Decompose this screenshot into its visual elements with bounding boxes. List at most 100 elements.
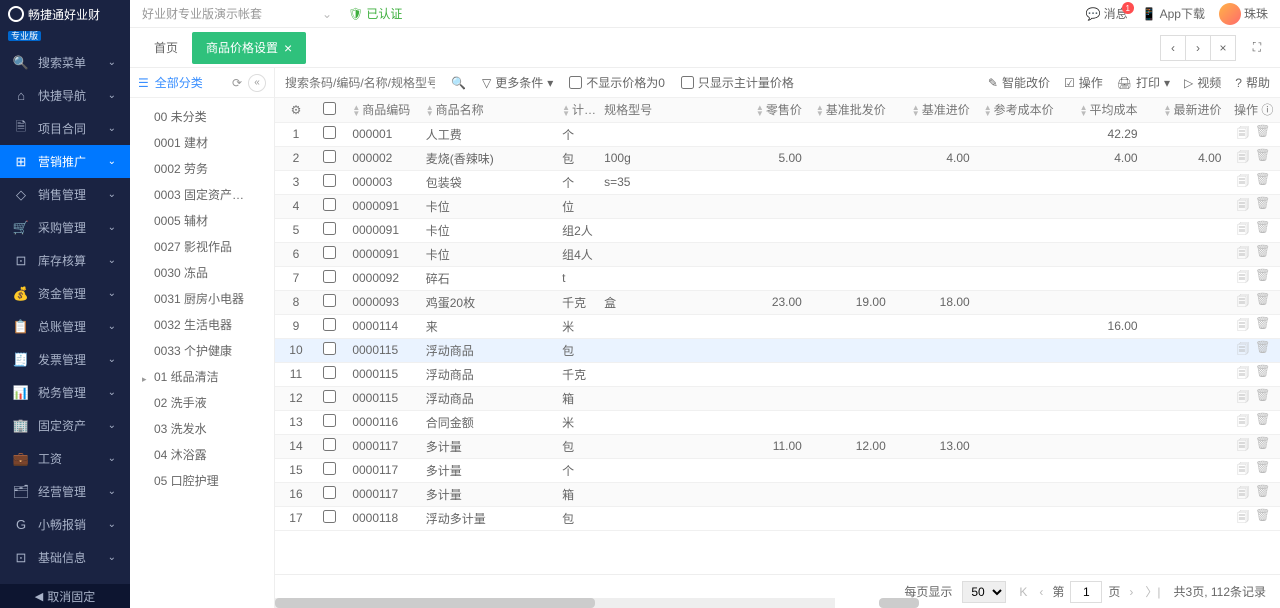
tab-next-button[interactable]: › <box>1185 35 1211 61</box>
row-checkbox[interactable] <box>323 438 336 451</box>
edit-row-icon[interactable]: 🗐 <box>1237 316 1249 337</box>
refresh-icon[interactable]: ⟳ <box>232 76 242 90</box>
delete-row-icon[interactable]: 🗑 <box>1255 484 1270 505</box>
edit-row-icon[interactable]: 🗐 <box>1237 196 1249 217</box>
sidebar-item-operation[interactable]: 🗂经营管理⌄ <box>0 475 130 508</box>
row-checkbox[interactable] <box>323 150 336 163</box>
main-unit-checkbox[interactable]: 只显示主计量价格 <box>681 74 794 91</box>
table-row[interactable]: 70000092碎石t🗐🗑 <box>275 266 1280 290</box>
sidebar-item-marketing[interactable]: ⊞营销推广⌄ <box>0 145 130 178</box>
delete-row-icon[interactable]: 🗑 <box>1255 412 1270 433</box>
table-row[interactable]: 140000117多计量包11.0012.0013.00🗐🗑 <box>275 434 1280 458</box>
col-wholesale[interactable]: 基准批发价 <box>808 98 892 122</box>
edit-row-icon[interactable]: 🗐 <box>1237 124 1249 145</box>
tab-price-settings[interactable]: 商品价格设置× <box>192 32 306 64</box>
row-checkbox[interactable] <box>323 270 336 283</box>
sidebar-item-assets[interactable]: 🏢固定资产⌄ <box>0 409 130 442</box>
env-selector[interactable]: 好业财专业版演示帐套⌄ <box>142 5 332 22</box>
delete-row-icon[interactable]: 🗑 <box>1255 268 1270 289</box>
edit-row-icon[interactable]: 🗐 <box>1237 292 1249 313</box>
table-row[interactable]: 100000115浮动商品包🗐🗑 <box>275 338 1280 362</box>
next-page-button[interactable]: › <box>1126 585 1136 599</box>
edit-row-icon[interactable]: 🗐 <box>1237 460 1249 481</box>
row-checkbox[interactable] <box>323 390 336 403</box>
delete-row-icon[interactable]: 🗑 <box>1255 508 1270 529</box>
page-input[interactable] <box>1070 581 1102 603</box>
row-checkbox[interactable] <box>323 126 336 139</box>
col-spec[interactable]: 规格型号 <box>598 98 724 122</box>
edit-row-icon[interactable]: 🗐 <box>1237 412 1249 433</box>
table-row[interactable]: 40000091卡位位🗐🗑 <box>275 194 1280 218</box>
delete-row-icon[interactable]: 🗑 <box>1255 436 1270 457</box>
col-name[interactable]: 商品名称 <box>420 98 556 122</box>
col-purchase[interactable]: 基准进价 <box>892 98 976 122</box>
delete-row-icon[interactable]: 🗑 <box>1255 340 1270 361</box>
tab-prev-button[interactable]: ‹ <box>1160 35 1186 61</box>
category-item[interactable]: 02 洗手液 <box>130 390 274 416</box>
delete-row-icon[interactable]: 🗑 <box>1255 172 1270 193</box>
h-scrollbar[interactable] <box>275 598 835 608</box>
delete-row-icon[interactable]: 🗑 <box>1255 124 1270 145</box>
table-row[interactable]: 1000001人工费个42.29🗐🗑 <box>275 122 1280 146</box>
delete-row-icon[interactable]: 🗑 <box>1255 220 1270 241</box>
gear-icon[interactable]: ⚙ <box>291 103 302 117</box>
sidebar-item-expense[interactable]: G小畅报销⌄ <box>0 508 130 541</box>
fullscreen-button[interactable]: ⛶ <box>1244 35 1270 61</box>
category-item[interactable]: ▸01 纸品清洁 <box>130 364 274 390</box>
col-latest[interactable]: 最新进价 <box>1144 98 1228 122</box>
delete-row-icon[interactable]: 🗑 <box>1255 460 1270 481</box>
edit-row-icon[interactable]: 🗐 <box>1237 340 1249 361</box>
row-checkbox[interactable] <box>323 294 336 307</box>
sidebar-item-basedata[interactable]: ⊡基础信息⌄ <box>0 541 130 574</box>
category-item[interactable]: 05 口腔护理 <box>130 468 274 494</box>
table-row[interactable]: 3000003包装袋个s=35🗐🗑 <box>275 170 1280 194</box>
row-checkbox[interactable] <box>323 174 336 187</box>
category-header[interactable]: 全部分类 <box>155 74 203 91</box>
sidebar-item-salary[interactable]: 💼工资⌄ <box>0 442 130 475</box>
category-item[interactable]: 0032 生活电器 <box>130 312 274 338</box>
sidebar-item-invoice[interactable]: 🧾发票管理⌄ <box>0 343 130 376</box>
category-item[interactable]: 00 未分类 <box>130 104 274 130</box>
table-row[interactable]: 130000116合同金额米🗐🗑 <box>275 410 1280 434</box>
table-row[interactable]: 110000115浮动商品千克🗐🗑 <box>275 362 1280 386</box>
edit-row-icon[interactable]: 🗐 <box>1237 388 1249 409</box>
sidebar-item-ledger[interactable]: 📋总账管理⌄ <box>0 310 130 343</box>
category-item[interactable]: 04 沐浴露 <box>130 442 274 468</box>
sidebar-item-sales[interactable]: ◇销售管理⌄ <box>0 178 130 211</box>
table-row[interactable]: 120000115浮动商品箱🗐🗑 <box>275 386 1280 410</box>
sidebar-item-purchase[interactable]: 🛒采购管理⌄ <box>0 211 130 244</box>
edit-row-icon[interactable]: 🗐 <box>1237 172 1249 193</box>
close-icon[interactable]: × <box>284 40 292 56</box>
row-checkbox[interactable] <box>323 222 336 235</box>
category-item[interactable]: 0027 影视作品 <box>130 234 274 260</box>
sidebar-item-search[interactable]: 🔍搜索菜单⌄ <box>0 46 130 79</box>
delete-row-icon[interactable]: 🗑 <box>1255 196 1270 217</box>
delete-row-icon[interactable]: 🗑 <box>1255 244 1270 265</box>
sidebar-item-system[interactable]: ⚙系统管理⌄ <box>0 574 130 584</box>
row-checkbox[interactable] <box>323 462 336 475</box>
edit-row-icon[interactable]: 🗐 <box>1237 508 1249 529</box>
delete-row-icon[interactable]: 🗑 <box>1255 316 1270 337</box>
edit-row-icon[interactable]: 🗐 <box>1237 484 1249 505</box>
operate-button[interactable]: ☑操作 <box>1064 74 1103 91</box>
tab-home[interactable]: 首页 <box>140 32 192 64</box>
category-item[interactable]: 0005 辅材 <box>130 208 274 234</box>
col-retail[interactable]: 零售价 <box>724 98 808 122</box>
table-row[interactable]: 160000117多计量箱🗐🗑 <box>275 482 1280 506</box>
edit-row-icon[interactable]: 🗐 <box>1237 436 1249 457</box>
edit-row-icon[interactable]: 🗐 <box>1237 148 1249 169</box>
more-filters-button[interactable]: ▽更多条件 ▾ <box>482 74 553 91</box>
table-row[interactable]: 90000114来米16.00🗐🗑 <box>275 314 1280 338</box>
table-row[interactable]: 2000002麦烧(香辣味)包100g5.004.004.004.00🗐🗑 <box>275 146 1280 170</box>
category-item[interactable]: 0002 劳务 <box>130 156 274 182</box>
category-item[interactable]: 0001 建材 <box>130 130 274 156</box>
first-page-button[interactable]: K <box>1016 585 1030 599</box>
unpin-button[interactable]: ◀ 取消固定 <box>0 584 130 608</box>
col-refcost[interactable]: 参考成本价 <box>976 98 1060 122</box>
category-item[interactable]: 03 洗发水 <box>130 416 274 442</box>
table-row[interactable]: 80000093鸡蛋20枚千克盒23.0019.0018.00🗐🗑 <box>275 290 1280 314</box>
edit-row-icon[interactable]: 🗐 <box>1237 220 1249 241</box>
table-row[interactable]: 50000091卡位组2人🗐🗑 <box>275 218 1280 242</box>
row-checkbox[interactable] <box>323 246 336 259</box>
row-checkbox[interactable] <box>323 510 336 523</box>
